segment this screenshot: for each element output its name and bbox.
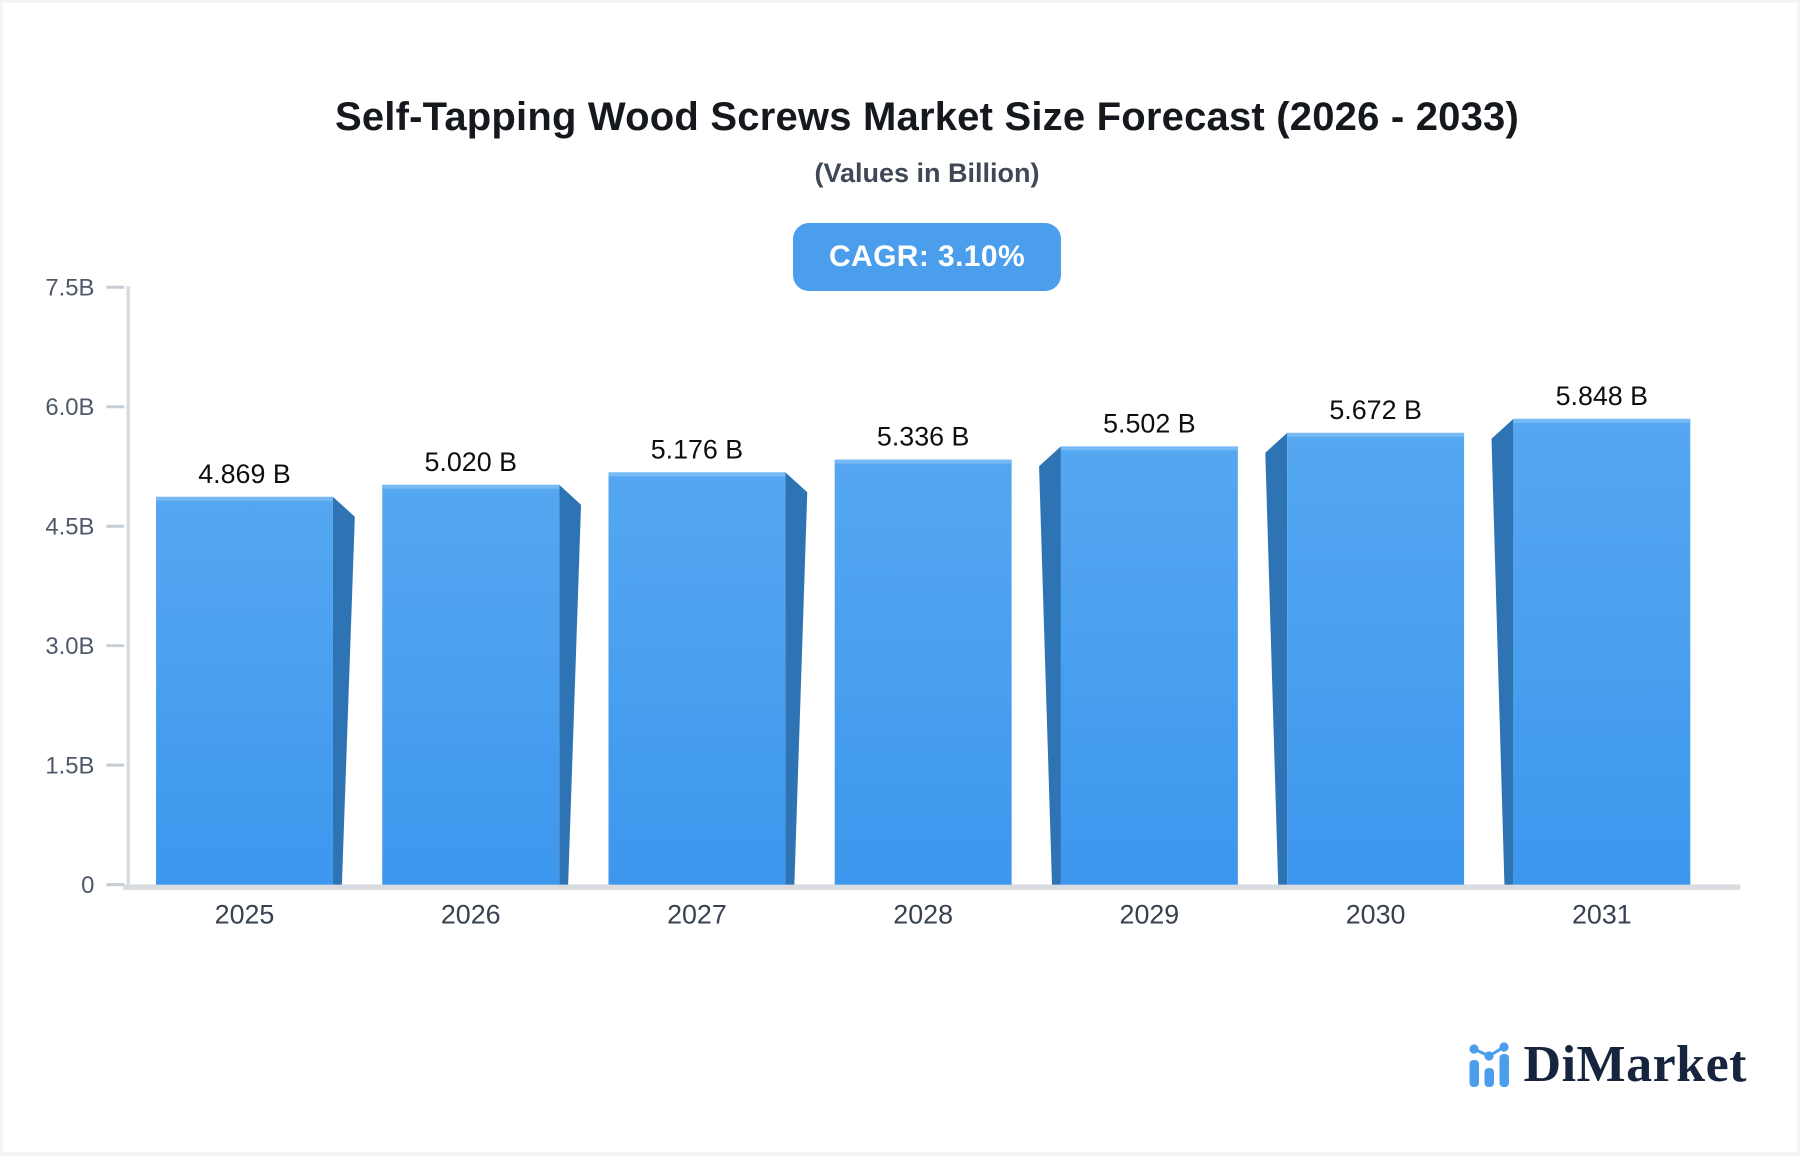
bar-front-face bbox=[382, 484, 560, 885]
bar-value-label: 5.336 B bbox=[877, 422, 969, 452]
y-tick-label: 1.5B bbox=[45, 753, 94, 780]
axis-layer: 0 1.5B 3.0B 4.5B 6.0B 7.5B bbox=[45, 275, 1741, 899]
x-axis-year-label: 2029 bbox=[1120, 899, 1180, 929]
bar-side-face bbox=[1265, 432, 1288, 885]
logo-text: DiMarket bbox=[1523, 1035, 1747, 1093]
chart-subtitle: (Values in Billion) bbox=[814, 158, 1040, 188]
cagr-badge: CAGR: 3.10% bbox=[792, 223, 1062, 291]
bar-side-face bbox=[332, 496, 355, 885]
bar-front-face bbox=[1060, 446, 1238, 885]
bar-chart: 0 1.5B 3.0B 4.5B 6.0B 7.5B 4.869 B 2025 5.020 B… bbox=[45, 275, 1741, 929]
bar-front-face bbox=[834, 459, 1012, 885]
bar-side-face bbox=[1039, 446, 1061, 885]
bar-side-face bbox=[785, 472, 808, 885]
bar-front-face bbox=[156, 496, 333, 885]
y-tick-label: 6.0B bbox=[45, 394, 94, 421]
x-axis-year-label: 2030 bbox=[1346, 899, 1406, 929]
bars-layer bbox=[156, 418, 1691, 885]
x-axis-year-label: 2026 bbox=[441, 899, 501, 929]
x-axis-year-label: 2031 bbox=[1572, 899, 1632, 929]
y-tick-label: 3.0B bbox=[45, 633, 94, 660]
bar-2026 bbox=[382, 484, 582, 885]
bar-top-highlight bbox=[1287, 432, 1465, 437]
bar-top-highlight bbox=[156, 496, 333, 501]
bar-2030 bbox=[1265, 432, 1465, 885]
labels-layer: 4.869 B 2025 5.020 B 2026 5.176 B 2027 5.336 B… bbox=[198, 381, 1648, 929]
bar-value-label: 5.502 B bbox=[1103, 409, 1195, 439]
bar-top-highlight bbox=[1513, 418, 1691, 423]
x-axis-year-label: 2025 bbox=[215, 899, 275, 929]
bar-2028 bbox=[834, 459, 1012, 885]
bar-2027 bbox=[608, 472, 808, 885]
bar-front-face bbox=[1287, 432, 1465, 885]
y-tick-label: 0 bbox=[81, 872, 94, 899]
bar-top-highlight bbox=[608, 472, 786, 477]
bar-value-label: 5.672 B bbox=[1329, 395, 1421, 425]
dimarket-logo[interactable]: DiMarket bbox=[1468, 1035, 1747, 1093]
bar-side-face bbox=[1491, 418, 1514, 885]
bar-side-face bbox=[559, 484, 582, 885]
bar-value-label: 5.176 B bbox=[651, 434, 743, 464]
bar-front-face bbox=[1513, 418, 1691, 885]
x-axis-year-label: 2027 bbox=[667, 899, 727, 929]
chart-header: Self-Tapping Wood Screws Market Size For… bbox=[3, 3, 1797, 291]
bar-top-highlight bbox=[382, 484, 560, 489]
chart-canvas: Self-Tapping Wood Screws Market Size For… bbox=[3, 3, 1797, 1152]
bar-value-label: 5.020 B bbox=[424, 447, 516, 477]
bar-value-label: 5.848 B bbox=[1556, 381, 1648, 411]
bar-2031 bbox=[1491, 418, 1691, 885]
bar-top-highlight bbox=[1060, 446, 1238, 451]
page-title: Self-Tapping Wood Screws Market Size For… bbox=[334, 95, 1520, 139]
bar-chart-sparkline-icon bbox=[1468, 1042, 1509, 1087]
y-tick-label: 4.5B bbox=[45, 514, 94, 541]
bar-top-highlight bbox=[834, 459, 1012, 464]
y-tick-label: 7.5B bbox=[45, 275, 94, 302]
x-axis-year-label: 2028 bbox=[893, 899, 953, 929]
bar-value-label: 4.869 B bbox=[198, 459, 290, 489]
bar-2025 bbox=[156, 496, 355, 885]
bar-2029 bbox=[1039, 446, 1238, 885]
bar-front-face bbox=[608, 472, 786, 885]
